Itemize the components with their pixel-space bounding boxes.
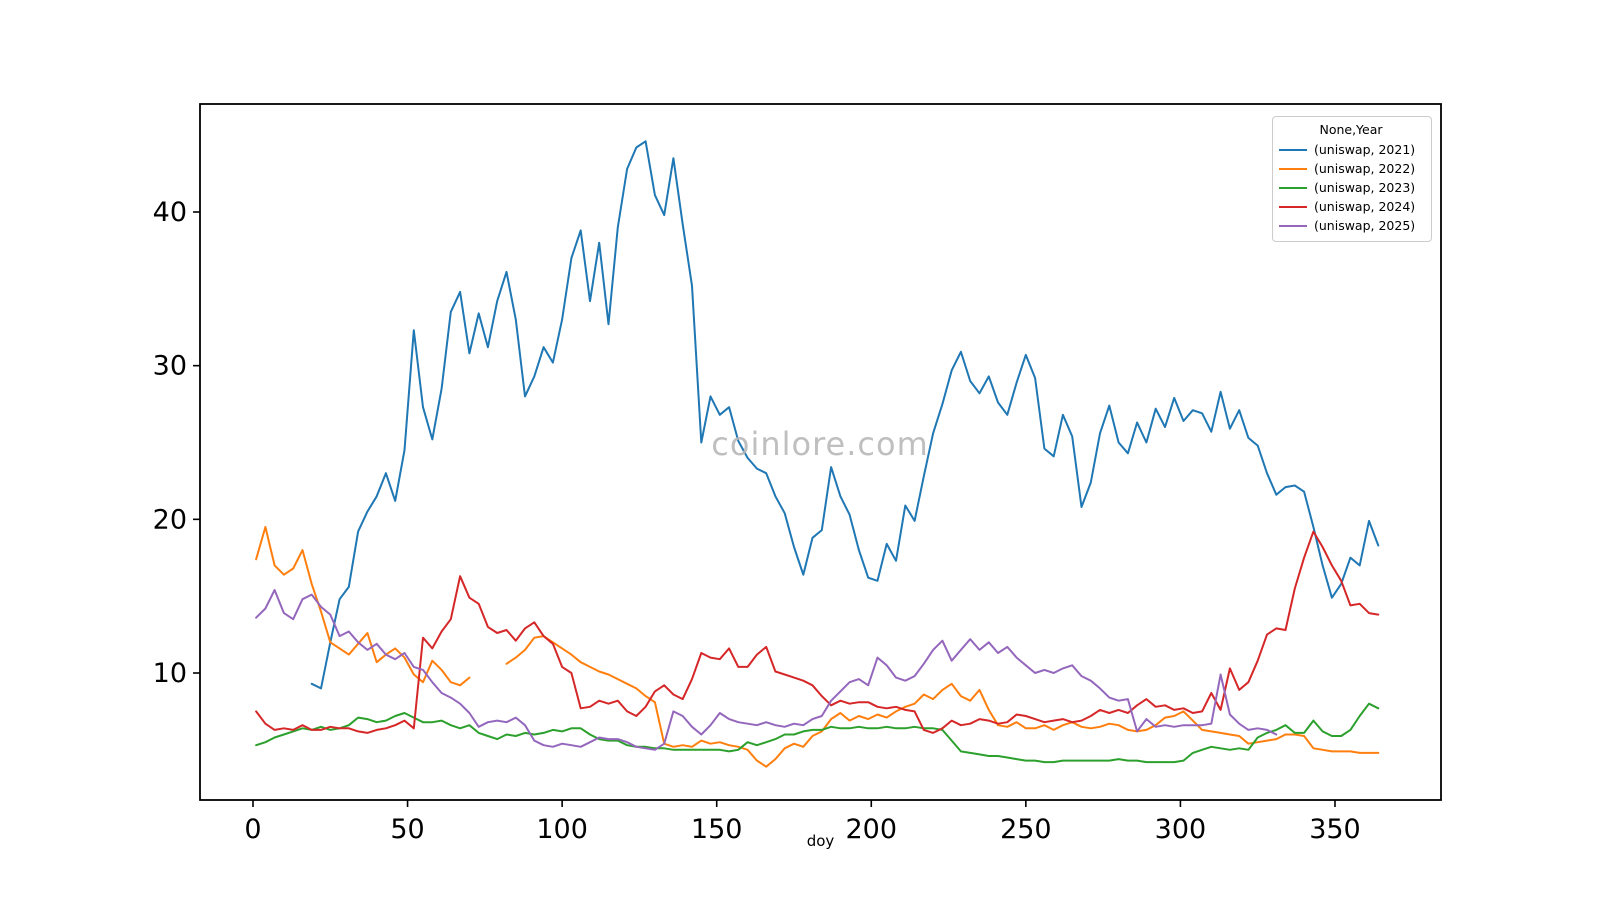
legend-line-swatch [1279,186,1307,189]
legend-line-swatch [1279,148,1307,151]
y-tick-label: 10 [153,658,187,689]
legend-label: (uniswap, 2022) [1314,161,1416,176]
x-axis-label: doy [807,832,835,850]
y-tick-label: 30 [153,351,187,382]
legend-entry: (uniswap, 2023) [1279,178,1423,197]
x-tick-label: 250 [1000,814,1052,845]
y-tick-label: 20 [153,504,187,535]
series-line-2022 [255,526,1380,768]
x-tick-label: 50 [390,814,424,845]
legend-label: (uniswap, 2023) [1314,180,1416,195]
y-tick-label: 40 [153,197,187,228]
legend-line-swatch [1279,205,1307,208]
series-line-2021 [310,140,1380,690]
series-line-2024 [255,530,1380,734]
x-tick-label: 0 [244,814,261,845]
legend-title: None,Year [1319,122,1383,137]
axes-box [199,103,1442,801]
legend-label: (uniswap, 2021) [1314,142,1416,157]
series-line-2023 [255,702,1380,764]
legend-entry: (uniswap, 2022) [1279,159,1423,178]
x-tick-label: 150 [691,814,743,845]
legend-entry: (uniswap, 2024) [1279,197,1423,216]
x-tick-label: 300 [1155,814,1207,845]
legend-line-swatch [1279,224,1307,227]
legend-rows: (uniswap, 2021) (uniswap, 2022) (uniswap, … [1279,140,1423,235]
x-tick-label: 200 [846,814,898,845]
x-tick-label: 350 [1309,814,1361,845]
legend: None,Year (uniswap, 2021) (uniswap, 2022)… [1272,116,1432,242]
x-tick-label: 100 [536,814,588,845]
legend-label: (uniswap, 2025) [1314,218,1416,233]
legend-line-swatch [1279,167,1307,170]
series-line-2025 [255,589,1278,751]
watermark: coinlore.com [711,425,929,463]
legend-entry: (uniswap, 2025) [1279,216,1423,235]
legend-entry: (uniswap, 2021) [1279,140,1423,159]
legend-label: (uniswap, 2024) [1314,199,1416,214]
